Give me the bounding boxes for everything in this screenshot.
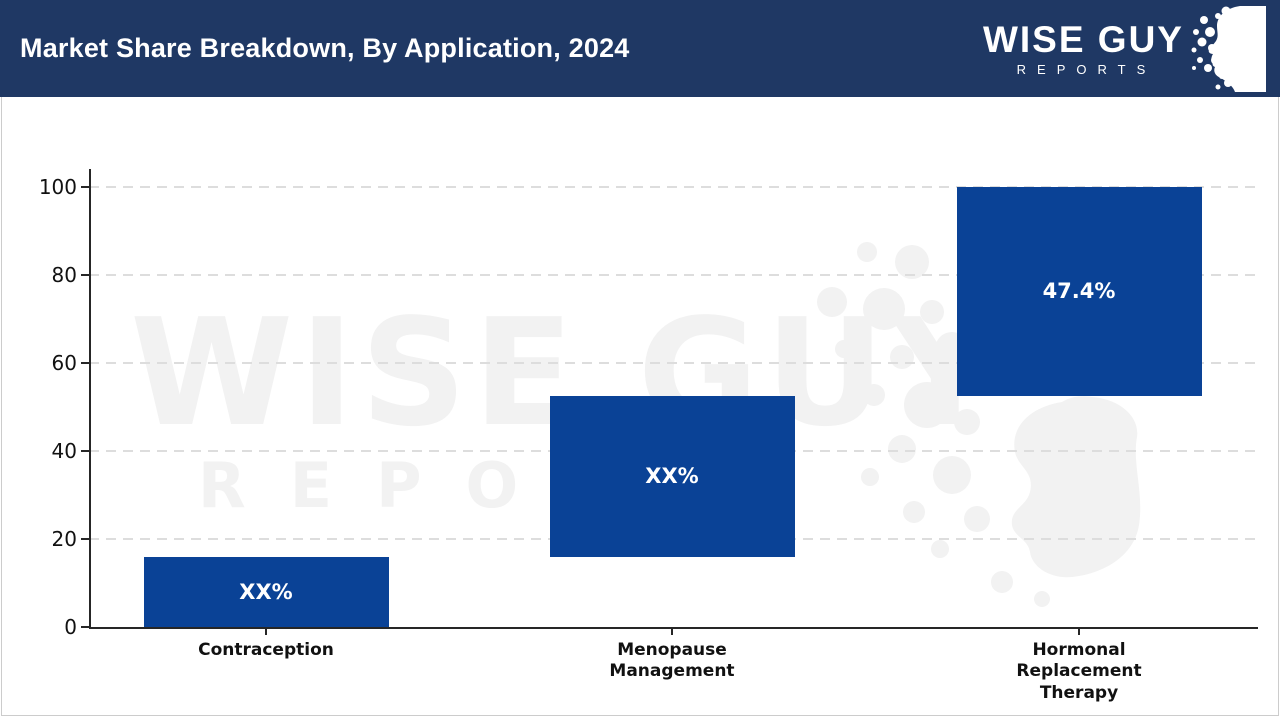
bar-1: XX% — [549, 395, 795, 558]
y-tick-label: 80 — [51, 263, 77, 287]
x-tick-mark — [671, 627, 673, 635]
y-tick-mark — [81, 538, 89, 540]
plot: 0 20 40 60 80 100 XX% XX% 47.4% Contraception Meno… — [2, 97, 1278, 715]
header: Market Share Breakdown, By Application, … — [0, 0, 1280, 97]
x-category-label: Contraception — [198, 640, 334, 660]
x-category-label: Hormonal Replacement Therapy — [1016, 640, 1142, 703]
y-tick-mark — [81, 626, 89, 628]
y-tick-mark — [81, 450, 89, 452]
logo-face-icon — [1191, 5, 1266, 92]
x-category-label: Menopause Management — [609, 640, 735, 682]
y-tick-label: 100 — [38, 175, 77, 199]
gridline-100 — [89, 186, 1258, 188]
y-tick-mark — [81, 362, 89, 364]
x-tick-mark — [1078, 627, 1080, 635]
logo-subtext: REPORTS — [1016, 61, 1157, 77]
logo-text: WISE GUY REPORTS — [983, 21, 1184, 77]
y-tick-mark — [81, 186, 89, 188]
logo-wordmark: WISE GUY — [982, 18, 1184, 60]
y-tick-label: 40 — [51, 439, 77, 463]
bar-value-label: XX% — [239, 580, 293, 604]
y-tick-label: 60 — [51, 351, 77, 375]
x-axis-line — [89, 627, 1258, 629]
y-tick-label: 0 — [64, 615, 77, 639]
bar-2: 47.4% — [956, 187, 1202, 396]
watermark-face-icon — [817, 242, 1141, 607]
wiseguy-logo: WISE GUY REPORTS — [983, 5, 1280, 92]
chart-area: WISE GUY REPORTS 0 20 40 60 80 100 XX% XX% 47.4%… — [1, 97, 1279, 716]
bar-0: XX% — [143, 557, 389, 627]
y-tick-label: 20 — [51, 527, 77, 551]
gridline-60 — [89, 362, 1258, 364]
x-tick-mark — [265, 627, 267, 635]
bar-value-label: 47.4% — [1042, 279, 1116, 304]
y-axis-line — [89, 169, 91, 629]
bar-value-label: XX% — [645, 464, 699, 489]
page-title: Market Share Breakdown, By Application, … — [20, 33, 630, 63]
gridline-80 — [89, 274, 1258, 276]
y-tick-mark — [81, 274, 89, 276]
